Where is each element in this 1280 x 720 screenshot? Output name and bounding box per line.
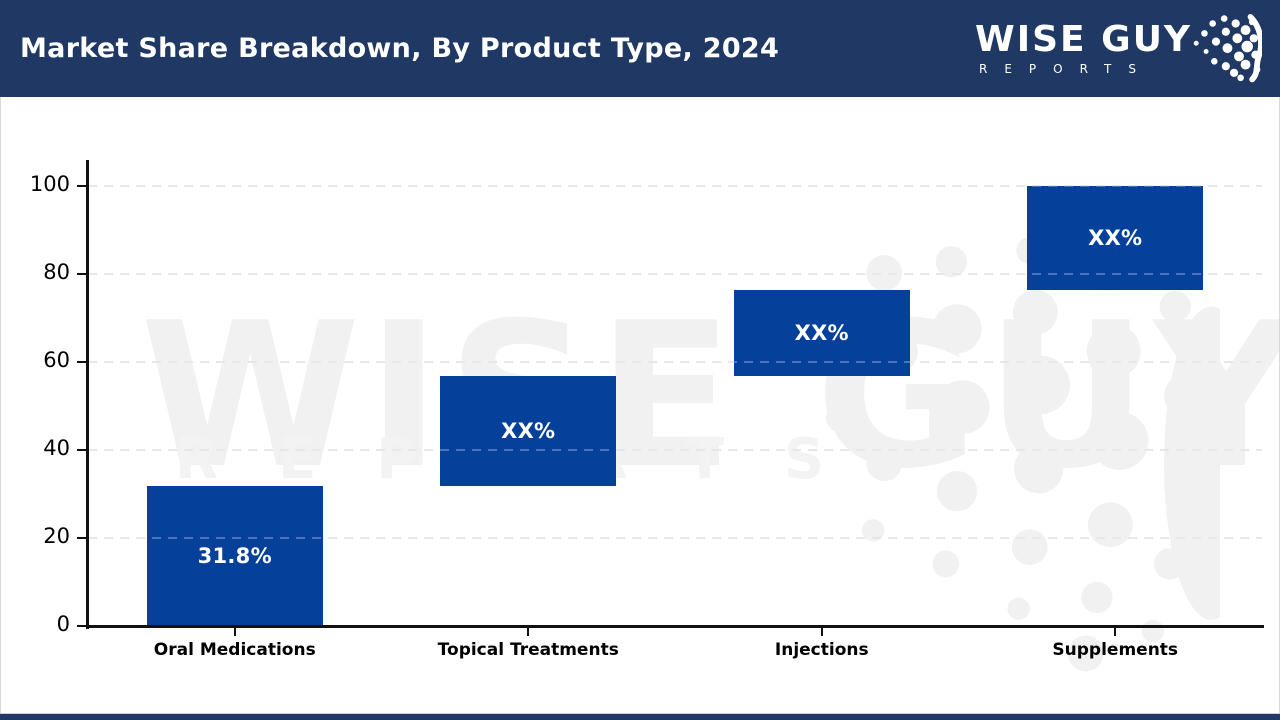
x-axis-line [86, 625, 1264, 628]
bar-value-label: XX% [1088, 225, 1143, 250]
footer-divider [0, 713, 1280, 714]
x-tick-mark [820, 628, 823, 636]
bar-value-label: 31.8% [197, 544, 272, 569]
gridline-overlay [88, 273, 1262, 275]
watermark-wordmark: WISE GUY [140, 280, 1280, 513]
y-tick-label: 80 [43, 260, 70, 284]
y-axis-line [86, 160, 89, 629]
y-tick-label: 40 [43, 436, 70, 460]
y-tick-mark [77, 185, 86, 187]
y-tick-label: 60 [43, 348, 70, 372]
y-tick-label: 0 [56, 612, 70, 636]
logo-text: WISE GUY REPORTS [974, 18, 1192, 76]
gridline-overlay [88, 361, 1262, 363]
header-bar: Market Share Breakdown, By Product Type,… [0, 0, 1280, 97]
gridline-overlay [88, 185, 1262, 187]
footer-bar [0, 714, 1280, 720]
gridline [88, 537, 1262, 539]
x-tick-label: Oral Medications [153, 640, 316, 660]
y-tick-mark [77, 361, 86, 363]
bar-supplements: XX% [1027, 186, 1204, 290]
page-border-left [0, 97, 1, 714]
y-tick-mark [77, 625, 86, 627]
gridline [88, 273, 1262, 275]
x-tick-mark [1114, 628, 1117, 636]
gridline-overlay [88, 449, 1262, 451]
bar-value-label: XX% [501, 419, 556, 444]
y-tick-mark [77, 273, 86, 275]
logo-head-icon [1193, 13, 1262, 82]
gridline [88, 449, 1262, 451]
x-tick-mark [527, 628, 530, 636]
plot-area: 0 20 40 60 80 100 31.8% Oral Medications XX% Topi… [30, 160, 1264, 660]
x-tick-label: Supplements [1052, 640, 1179, 660]
bar-injections: XX% [733, 289, 910, 377]
logo-wordmark: WISE GUY [974, 18, 1192, 60]
y-tick-mark [77, 537, 86, 539]
bar-value-label: XX% [794, 320, 849, 345]
gridline [88, 185, 1262, 187]
logo-subtitle: REPORTS [978, 61, 1153, 76]
x-tick-label: Topical Treatments [437, 640, 619, 660]
y-tick-label: 100 [29, 172, 70, 196]
y-tick-mark [77, 449, 86, 451]
gridline [88, 361, 1262, 363]
bar-oral-medications: 31.8% [146, 486, 323, 626]
bar-topical-treatments: XX% [440, 376, 617, 487]
watermark: WISE GUY REPORTS [0, 97, 1280, 713]
wiseguy-logo: WISE GUY REPORTS [975, 8, 1262, 90]
gridline-overlay [88, 537, 1262, 539]
y-tick-label: 20 [43, 524, 70, 548]
chart-title: Market Share Breakdown, By Product Type,… [20, 33, 780, 64]
x-tick-mark [233, 628, 236, 636]
x-tick-label: Injections [774, 640, 869, 660]
